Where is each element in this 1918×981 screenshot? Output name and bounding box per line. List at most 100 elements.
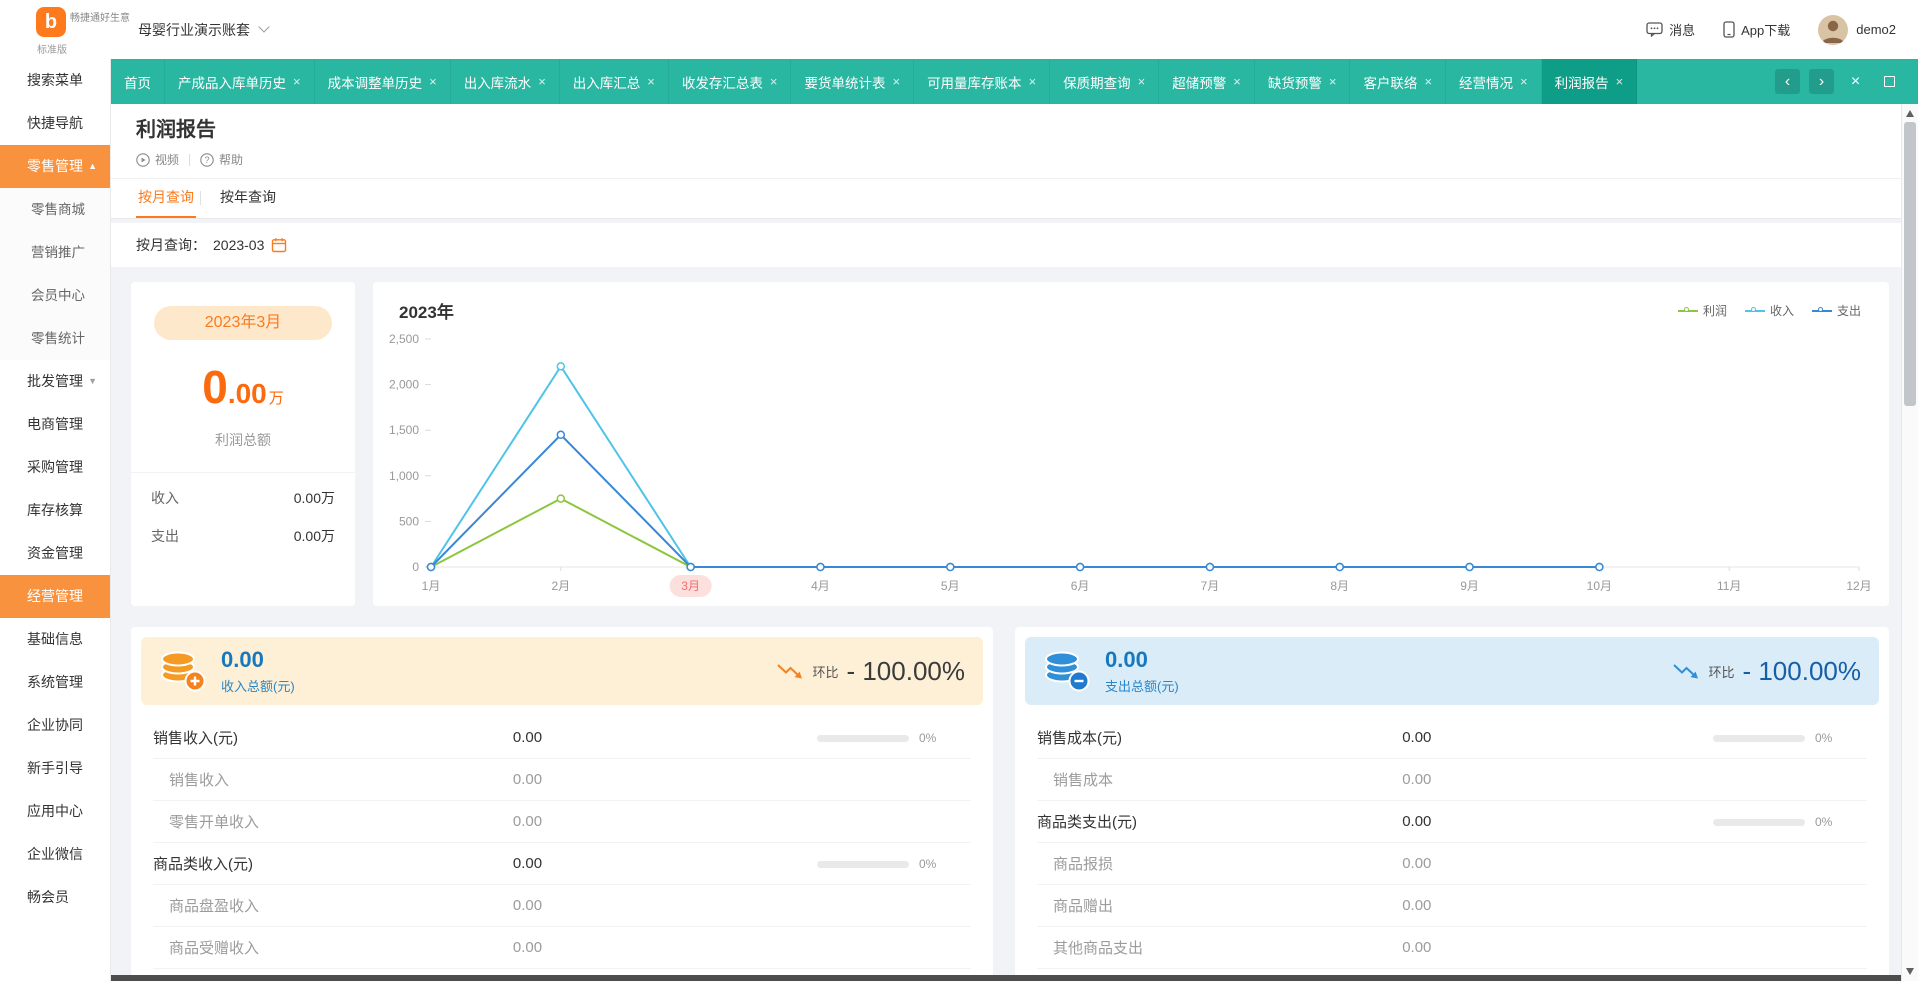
sidebar-item[interactable]: 零售商城 — [0, 188, 110, 231]
sidebar-item[interactable]: 畅会员 — [0, 876, 110, 919]
tab[interactable]: 缺货预警 × — [1255, 59, 1351, 104]
scrollbar-thumb[interactable] — [1904, 122, 1916, 406]
query-tab[interactable]: 按月查询 — [136, 179, 196, 218]
row-value: 0.00 — [512, 813, 543, 830]
row-percent: 0% — [919, 730, 937, 745]
row-value: 0.00 — [512, 771, 543, 788]
tab-close-icon[interactable]: × — [429, 74, 437, 89]
vertical-scrollbar[interactable] — [1901, 104, 1918, 981]
scroll-up-arrow[interactable] — [1906, 110, 1914, 117]
tab-close-icon[interactable]: × — [647, 74, 655, 89]
tab-close-icon[interactable]: × — [293, 74, 301, 89]
expense-ratio: 环比 - 100.00% — [1672, 656, 1861, 687]
sidebar-item[interactable]: 基础信息 — [0, 618, 110, 661]
fullscreen-button[interactable] — [1877, 69, 1902, 94]
sidebar-item-label: 采购管理 — [27, 459, 83, 475]
avatar — [1818, 14, 1849, 45]
amount-unit: 万 — [268, 390, 284, 407]
tabs-scroll-left-button[interactable]: ‹ — [1775, 69, 1800, 94]
calendar-icon[interactable] — [271, 237, 287, 253]
row-value: 0.00 — [1402, 813, 1432, 830]
account-dropdown[interactable]: 母婴行业演示账套 — [138, 20, 270, 40]
sidebar-item[interactable]: 快捷导航 — [0, 102, 110, 145]
sidebar-item-label: 企业协同 — [27, 717, 83, 733]
sidebar-item[interactable]: 搜索菜单 — [0, 59, 110, 102]
sidebar-item[interactable]: 电商管理 — [0, 403, 110, 446]
sidebar-item[interactable]: 资金管理 — [0, 532, 110, 575]
tab-close-icon[interactable]: × — [1615, 74, 1624, 89]
row-label: 商品报损 — [1053, 856, 1114, 873]
tab[interactable]: 要货单统计表 × — [791, 59, 915, 104]
tab-close-icon[interactable]: × — [892, 74, 901, 89]
profit-summary-card: 2023年3月 0.00 万 利润总额 收入 0.00万 支出 0.00万 — [131, 282, 355, 606]
scroll-down-arrow[interactable] — [1906, 968, 1914, 975]
summary-row: 支出 0.00万 — [131, 517, 355, 555]
sidebar-item[interactable]: ▼ 批发管理 — [0, 360, 110, 403]
chart-header: 2023年 利润 收入 支出 — [373, 282, 1889, 323]
tab[interactable]: 收发存汇总表 × — [669, 59, 792, 104]
help-link[interactable]: ? 帮助 — [200, 151, 243, 168]
horizontal-scrollbar[interactable] — [111, 975, 1901, 981]
tab[interactable]: 利润报告 × — [1541, 59, 1638, 104]
query-tab[interactable]: 按年查询 — [200, 179, 278, 218]
brand-logo-icon: b — [36, 7, 66, 37]
sidebar-item[interactable]: 营销推广 — [0, 231, 110, 274]
tab-close-icon[interactable]: × — [1520, 74, 1528, 89]
video-link[interactable]: 视频 — [136, 151, 179, 168]
user-menu[interactable]: demo2 — [1818, 14, 1896, 45]
sidebar-item[interactable]: 会员中心 — [0, 274, 110, 317]
brand-logo[interactable]: b 畅捷通好生意 标准版 — [0, 0, 130, 59]
tab-close-icon[interactable]: × — [538, 74, 546, 89]
tab[interactable]: 产成品入库单历史 × — [165, 59, 315, 104]
tab-close-icon[interactable]: × — [769, 74, 778, 89]
row-progress — [1593, 729, 1815, 746]
sidebar-item[interactable]: 库存核算 — [0, 489, 110, 532]
sidebar-item[interactable]: 经营管理 — [0, 575, 110, 618]
legend-item[interactable]: 利润 — [1677, 302, 1727, 319]
expense-row: 商品类支出(元) 0.00 0% — [1037, 801, 1867, 843]
tab-close-icon[interactable]: × — [1137, 74, 1146, 89]
sidebar-item-label: 系统管理 — [27, 674, 83, 690]
legend-item[interactable]: 收入 — [1744, 302, 1794, 319]
tab[interactable]: 保质期查询 × — [1050, 59, 1160, 104]
svg-text:7月: 7月 — [1201, 579, 1220, 593]
legend-item[interactable]: 支出 — [1811, 302, 1861, 319]
tab[interactable]: 成本调整单历史 × — [315, 59, 451, 104]
tab[interactable]: 出入库汇总 × — [560, 59, 669, 104]
summary-row-value: 0.00万 — [293, 528, 335, 544]
tab[interactable]: 经营情况 × — [1446, 59, 1542, 104]
app-download-button[interactable]: App下载 — [1723, 20, 1790, 39]
tab-close-icon[interactable]: × — [1424, 74, 1433, 89]
tab[interactable]: 可用量库存账本 × — [914, 59, 1051, 104]
messages-button[interactable]: 消息 — [1646, 20, 1695, 39]
sidebar-item[interactable]: 零售统计 — [0, 317, 110, 360]
svg-text:12月: 12月 — [1846, 579, 1871, 593]
sidebar-item[interactable]: 应用中心 — [0, 790, 110, 833]
income-row: 商品受赠收入 0.00 — [153, 927, 971, 969]
tab-label: 保质期查询 — [1063, 75, 1131, 91]
tab-close-icon[interactable]: × — [1328, 74, 1337, 89]
svg-text:0: 0 — [412, 560, 419, 574]
date-filter-value[interactable]: 2023-03 — [213, 237, 265, 253]
tabs-scroll-right-button[interactable]: › — [1809, 69, 1834, 94]
sidebar-item[interactable]: 采购管理 — [0, 446, 110, 489]
tab-close-icon[interactable]: × — [1028, 74, 1037, 89]
tab-label: 经营情况 — [1459, 75, 1514, 91]
tab[interactable]: 超储预警 × — [1159, 59, 1255, 104]
sidebar-item[interactable]: 企业协同 — [0, 704, 110, 747]
trend-down-icon — [777, 664, 803, 679]
account-dropdown-value: 母婴行业演示账套 — [138, 21, 250, 38]
svg-text:2,000: 2,000 — [389, 378, 419, 392]
profit-line-chart[interactable]: 0 500 1,000 1,500 2,000 2,500 1月 2月 3月 4月 5月 6月 7月 8月… — [373, 323, 1889, 605]
tabs-close-all-button[interactable]: × — [1850, 72, 1861, 90]
tab[interactable]: 出入库流水 × — [451, 59, 560, 104]
tab[interactable]: 客户联络 × — [1350, 59, 1447, 104]
tab-close-icon[interactable]: × — [1233, 74, 1241, 89]
sidebar-item[interactable]: 系统管理 — [0, 661, 110, 704]
tab[interactable]: 首页 × — [111, 59, 165, 104]
help-label: 帮助 — [219, 153, 244, 167]
sidebar-item[interactable]: 新手引导 — [0, 747, 110, 790]
sidebar-item[interactable]: 企业微信 — [0, 833, 110, 876]
sidebar-item[interactable]: ▲ 零售管理 — [0, 145, 110, 188]
svg-text:500: 500 — [399, 514, 419, 528]
